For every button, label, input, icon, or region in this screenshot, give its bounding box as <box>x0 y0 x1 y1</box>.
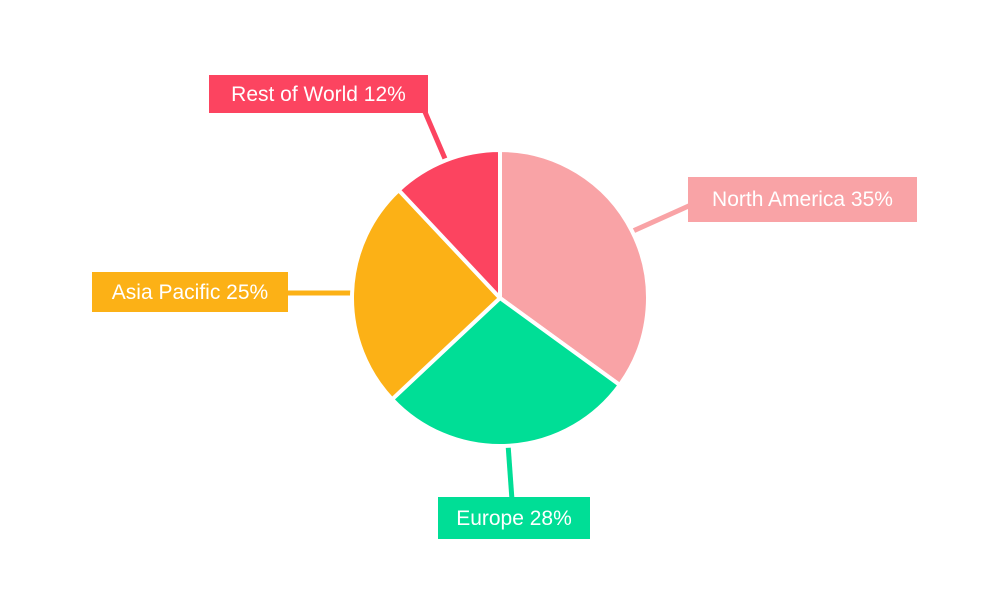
pie-slice-rest-of-world[interactable] <box>396 148 502 300</box>
callout-asia-pacific: Asia Pacific 25% <box>92 272 288 312</box>
callout-europe: Europe 28% <box>438 497 590 539</box>
pie-slice-europe[interactable] <box>390 296 622 448</box>
callout-europe-label: Europe 28% <box>456 506 572 530</box>
callout-north-america: North America 35% <box>688 177 917 222</box>
callout-asia-pacific-label: Asia Pacific 25% <box>111 280 269 304</box>
leader-line-europe <box>505 443 515 501</box>
pie-slice-asia-pacific[interactable] <box>350 188 502 402</box>
pie-slice-north-america[interactable] <box>498 148 650 387</box>
callout-rest-of-world-label: Rest of World 12% <box>231 82 406 106</box>
leader-line-rest-of-world <box>422 111 449 162</box>
callout-rest-of-world: Rest of World 12% <box>209 75 428 113</box>
callout-north-america-label: North America 35% <box>712 188 893 211</box>
